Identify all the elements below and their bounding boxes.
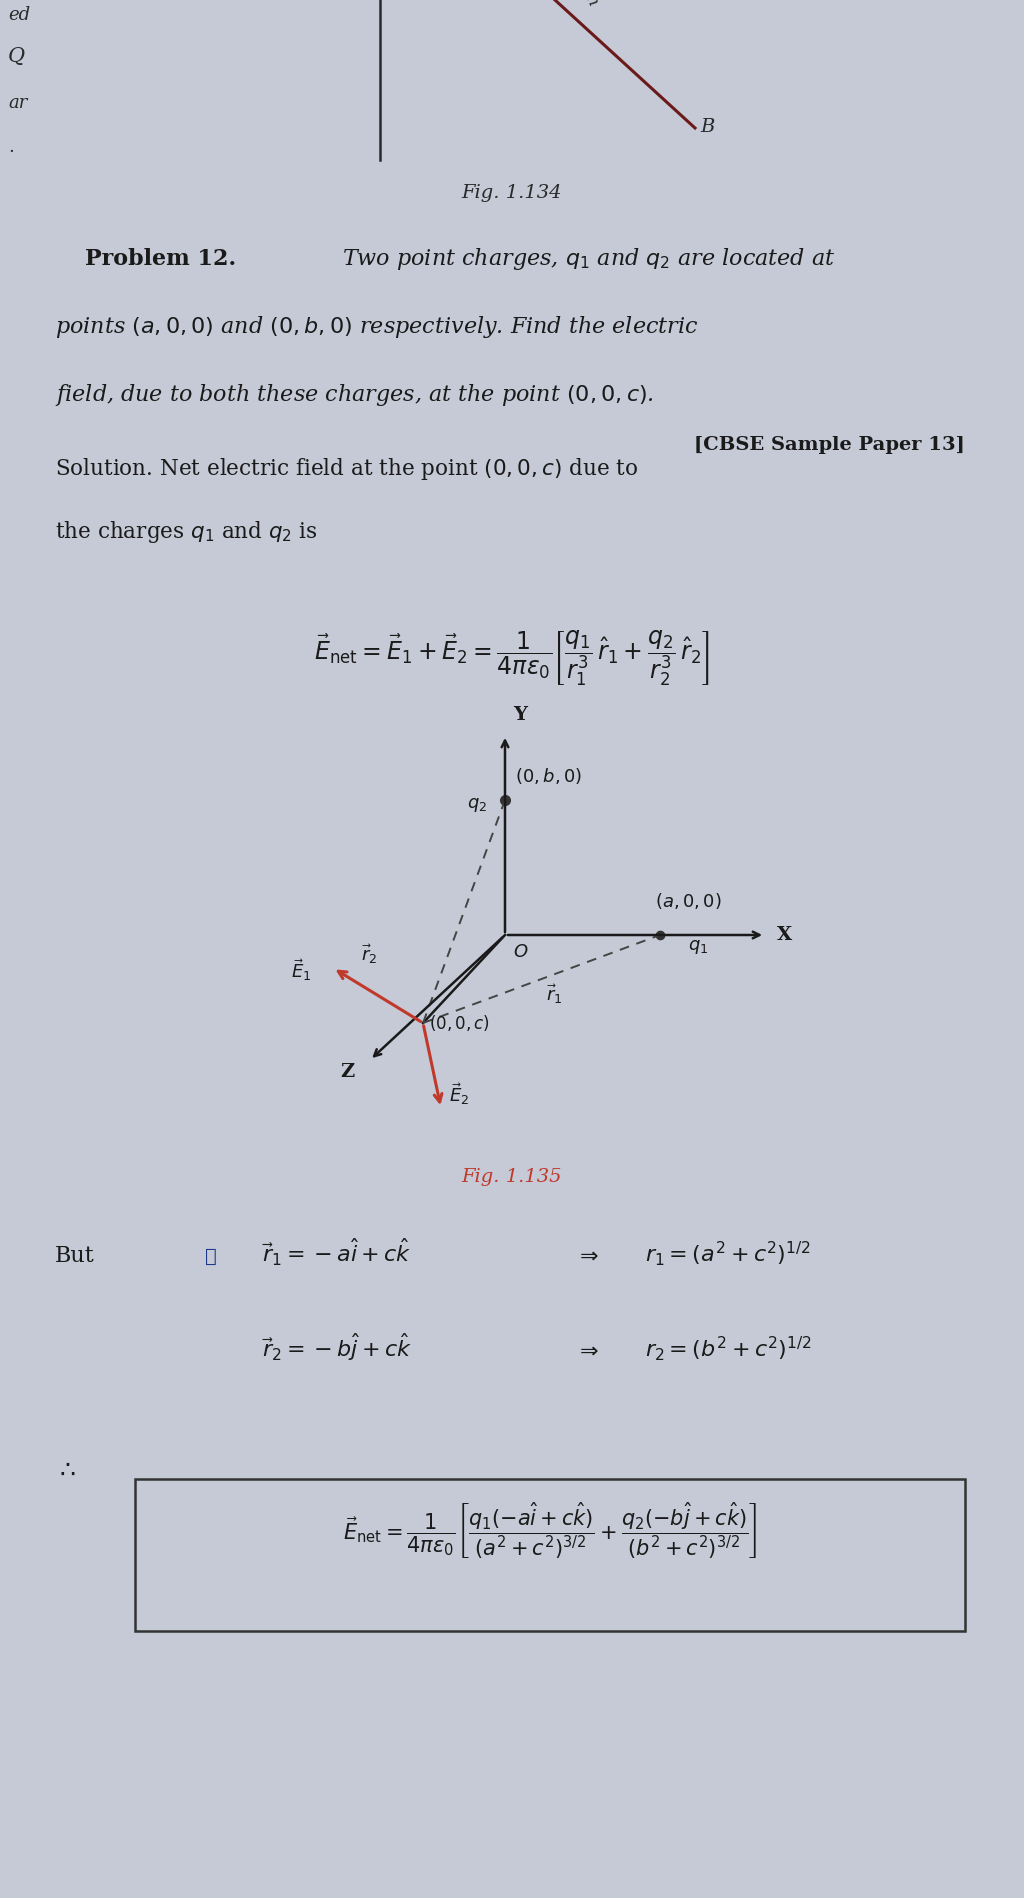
Text: .: . xyxy=(8,139,14,156)
Text: don: don xyxy=(572,0,602,9)
Text: $\vec{r}_1 = -a\hat{i}+ c\hat{k}$: $\vec{r}_1 = -a\hat{i}+ c\hat{k}$ xyxy=(262,1236,412,1268)
Text: Q: Q xyxy=(8,47,26,66)
Text: $\vec{E}_2$: $\vec{E}_2$ xyxy=(449,1082,469,1107)
Text: $(0, b, 0)$: $(0, b, 0)$ xyxy=(515,767,583,786)
Text: points $(a, 0, 0)$ and $(0, b, 0)$ respectively. Find the electric: points $(a, 0, 0)$ and $(0, b, 0)$ respe… xyxy=(55,313,698,340)
Text: $\Rightarrow$: $\Rightarrow$ xyxy=(575,1342,599,1361)
Text: $(0, 0, c)$: $(0, 0, c)$ xyxy=(429,1014,489,1033)
Text: $\Rightarrow$: $\Rightarrow$ xyxy=(575,1245,599,1266)
Text: $r_1 = (a^2 + c^2)^{1/2}$: $r_1 = (a^2 + c^2)^{1/2}$ xyxy=(645,1239,811,1268)
Text: $\vec{r}_2 = -b\hat{j}+ c\hat{k}$: $\vec{r}_2 = -b\hat{j}+ c\hat{k}$ xyxy=(262,1330,412,1363)
Text: But: But xyxy=(55,1245,95,1268)
Text: [CBSE Sample Paper 13]: [CBSE Sample Paper 13] xyxy=(694,437,965,454)
Text: $O$: $O$ xyxy=(513,943,528,960)
Text: field, due to both these charges, at the point $(0, 0, c)$.: field, due to both these charges, at the… xyxy=(55,381,654,408)
Text: Solution. Net electric field at the point $(0, 0, c)$ due to: Solution. Net electric field at the poin… xyxy=(55,456,638,482)
Text: $r_2 = (b^2 + c^2)^{1/2}$: $r_2 = (b^2 + c^2)^{1/2}$ xyxy=(645,1334,812,1363)
Text: the charges $q_1$ and $q_2$ is: the charges $q_1$ and $q_2$ is xyxy=(55,518,317,545)
Text: $\vec{E}_{\rm net} = \vec{E}_1 + \vec{E}_2 = \dfrac{1}{4\pi\varepsilon_0}\left[\: $\vec{E}_{\rm net} = \vec{E}_1 + \vec{E}… xyxy=(314,628,710,689)
Text: $q_2$: $q_2$ xyxy=(467,795,487,814)
Text: Problem 12.: Problem 12. xyxy=(85,249,237,270)
Text: Fig. 1.134: Fig. 1.134 xyxy=(462,184,562,201)
Text: $\vec{E}_1$: $\vec{E}_1$ xyxy=(291,957,311,983)
Text: 🚶: 🚶 xyxy=(205,1247,217,1266)
Text: $\therefore$: $\therefore$ xyxy=(55,1458,77,1482)
Text: ar: ar xyxy=(8,95,28,112)
Text: Z: Z xyxy=(340,1063,354,1082)
Text: Two point charges, $q_1$ and $q_2$ are located at: Two point charges, $q_1$ and $q_2$ are l… xyxy=(342,247,836,271)
Text: $\vec{r}_1$: $\vec{r}_1$ xyxy=(547,981,563,1006)
Text: $q_1$: $q_1$ xyxy=(688,938,709,957)
Text: B: B xyxy=(700,118,715,137)
Text: $(a, 0, 0)$: $(a, 0, 0)$ xyxy=(655,890,722,911)
Text: $\vec{E}_{\rm net} = \dfrac{1}{4\pi\varepsilon_0}\left[\dfrac{q_1(-a\hat{i}+c\ha: $\vec{E}_{\rm net} = \dfrac{1}{4\pi\vare… xyxy=(343,1499,758,1560)
Text: ed: ed xyxy=(8,6,30,25)
Text: Y: Y xyxy=(513,706,527,723)
Text: X: X xyxy=(777,926,793,943)
Text: $\vec{r}_2$: $\vec{r}_2$ xyxy=(361,941,377,966)
Text: Fig. 1.135: Fig. 1.135 xyxy=(462,1167,562,1186)
